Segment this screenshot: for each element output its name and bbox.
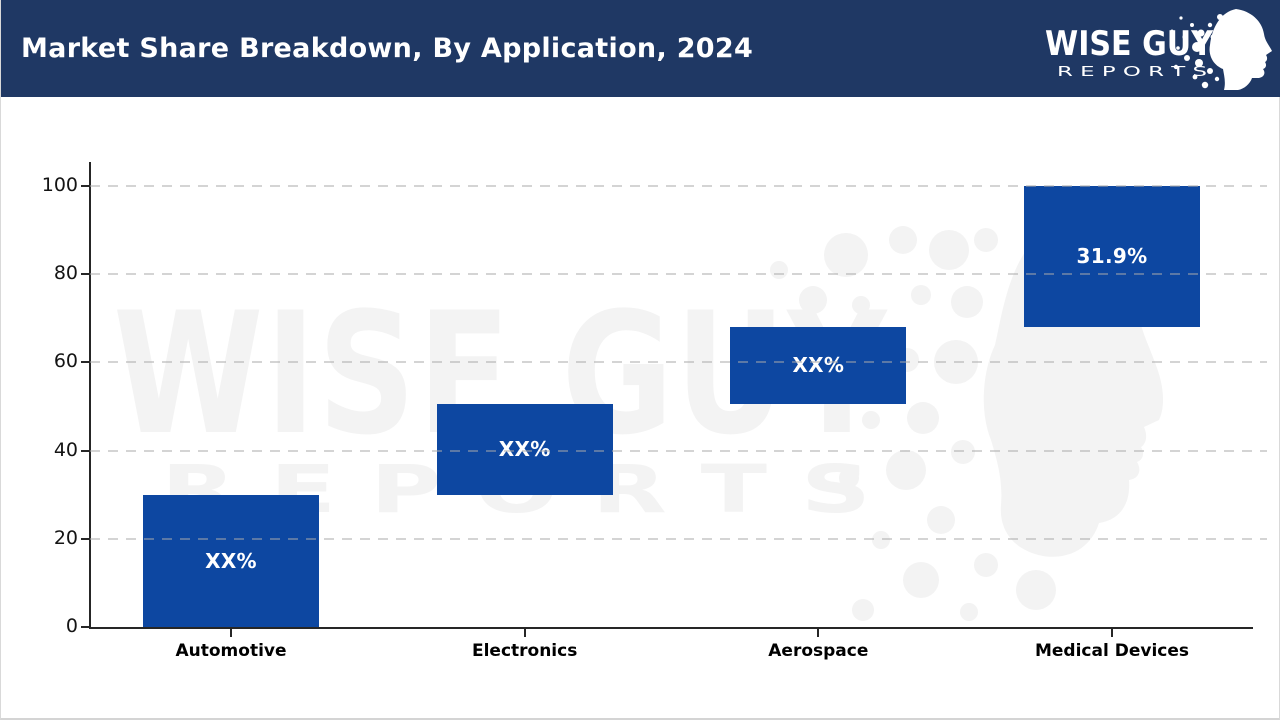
bar-value-label-automotive: XX%: [205, 548, 257, 573]
y-tick-20: [81, 537, 89, 540]
y-axis-line: [89, 162, 91, 629]
gridline-20: [90, 537, 1267, 540]
gridline-40: [90, 449, 1267, 452]
bar-aerospace: XX%: [730, 326, 907, 404]
x-tick-0: [230, 629, 232, 637]
y-tick-0: [81, 626, 89, 628]
gridline-100: [90, 185, 1267, 187]
logo-text-line2: R E P O R T S: [1057, 65, 1207, 80]
x-tick-1: [523, 629, 526, 637]
bar-automotive: XX%: [143, 494, 319, 627]
y-tick-60: [81, 361, 89, 364]
bar-value-label-medical-devices: 31.9%: [1076, 244, 1148, 269]
x-tick-2: [817, 629, 820, 637]
y-axis-tick-label-80: 80: [53, 262, 78, 285]
page-title: Market Share Breakdown, By Application, …: [21, 33, 754, 64]
y-tick-40: [81, 449, 89, 452]
y-axis-tick-label-60: 60: [53, 350, 78, 373]
gridline-60: [90, 361, 1267, 364]
bar-value-label-electronics: XX%: [498, 437, 551, 462]
y-axis-tick-label-0: 0: [65, 615, 78, 637]
x-tick-3: [1111, 629, 1113, 637]
wise-guy-reports-logo: WISE GUY R E P O R T S: [1045, 9, 1272, 90]
bar-value-label-aerospace: XX%: [792, 353, 845, 378]
gridline-80: [90, 273, 1267, 276]
logo-face-icon: [1170, 9, 1272, 90]
y-tick-80: [81, 273, 89, 276]
x-axis-line: [89, 627, 1253, 629]
x-axis-category-label-0: Automotive: [175, 641, 287, 661]
y-axis-tick-label-20: 20: [53, 526, 78, 549]
x-axis-category-label-3: Medical Devices: [1034, 641, 1189, 661]
y-axis-tick-label-40: 40: [53, 438, 78, 461]
y-axis-tick-label-100: 100: [41, 174, 78, 196]
x-axis-category-label-1: Electronics: [471, 641, 578, 661]
y-tick-100: [81, 185, 89, 187]
bar-medical-devices: 31.9%: [1024, 186, 1200, 327]
header-bar: Market Share Breakdown, By Application, …: [1, 0, 1280, 97]
x-axis-category-label-2: Aerospace: [768, 641, 869, 661]
bar-electronics: XX%: [436, 403, 613, 495]
